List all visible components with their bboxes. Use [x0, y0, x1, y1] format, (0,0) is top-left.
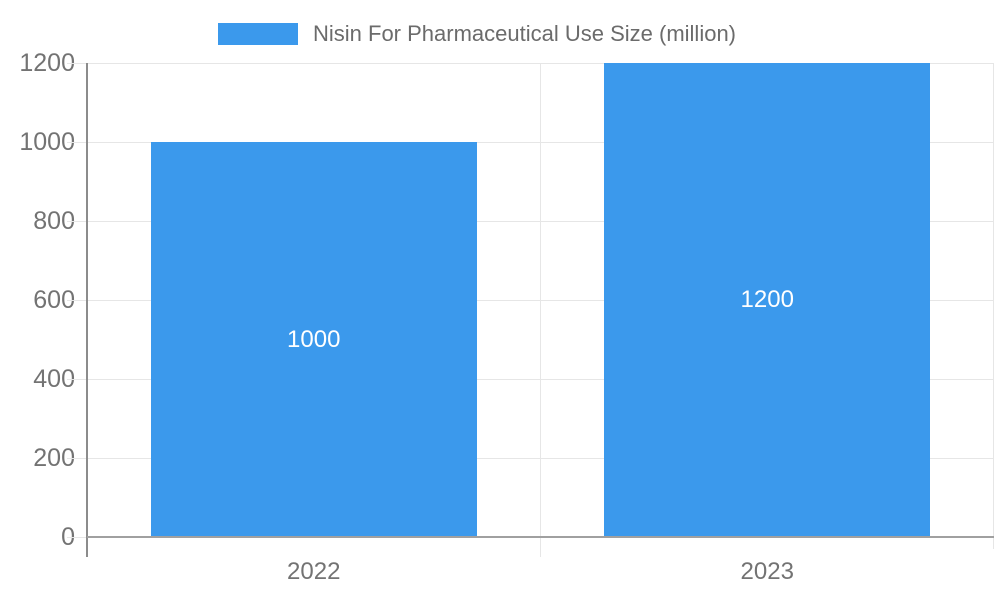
bar-value-label-2022: 1000	[287, 325, 341, 353]
y-axis-tick-200	[67, 457, 87, 459]
y-axis-tick-400	[67, 378, 87, 380]
y-axis-label-1000: 1000	[19, 128, 75, 156]
bar-value-label-2023: 1200	[740, 286, 794, 313]
x-axis-label-2023: 2023	[740, 558, 794, 585]
bar-2023[interactable]: 1200	[604, 63, 931, 537]
y-axis-label-400: 400	[33, 365, 75, 393]
y-axis-tick-600	[67, 299, 87, 301]
y-axis-tick-1200	[67, 62, 87, 64]
y-axis-label-0: 0	[61, 523, 75, 551]
y-axis-tick-0	[67, 536, 87, 538]
y-axis-tick-1000	[67, 141, 87, 143]
bar-2022[interactable]: 1000	[150, 142, 477, 537]
y-axis-label-1200: 1200	[19, 49, 75, 77]
legend-item[interactable]: Nisin For Pharmaceutical Use Size (milli…	[218, 21, 736, 47]
category-divider-line	[540, 63, 541, 557]
legend-label: Nisin For Pharmaceutical Use Size (milli…	[313, 21, 737, 46]
y-axis-label-600: 600	[33, 286, 75, 314]
y-axis-label-200: 200	[33, 444, 75, 472]
x-axis-label-2022: 2022	[287, 558, 341, 585]
plot-right-border	[993, 63, 994, 549]
legend-swatch	[218, 23, 298, 45]
y-axis-line	[86, 63, 88, 557]
y-axis-label-800: 800	[33, 207, 75, 235]
plot-area: 1000 1200	[67, 62, 994, 557]
y-axis-tick-800	[67, 220, 87, 222]
x-axis-line	[87, 536, 994, 538]
